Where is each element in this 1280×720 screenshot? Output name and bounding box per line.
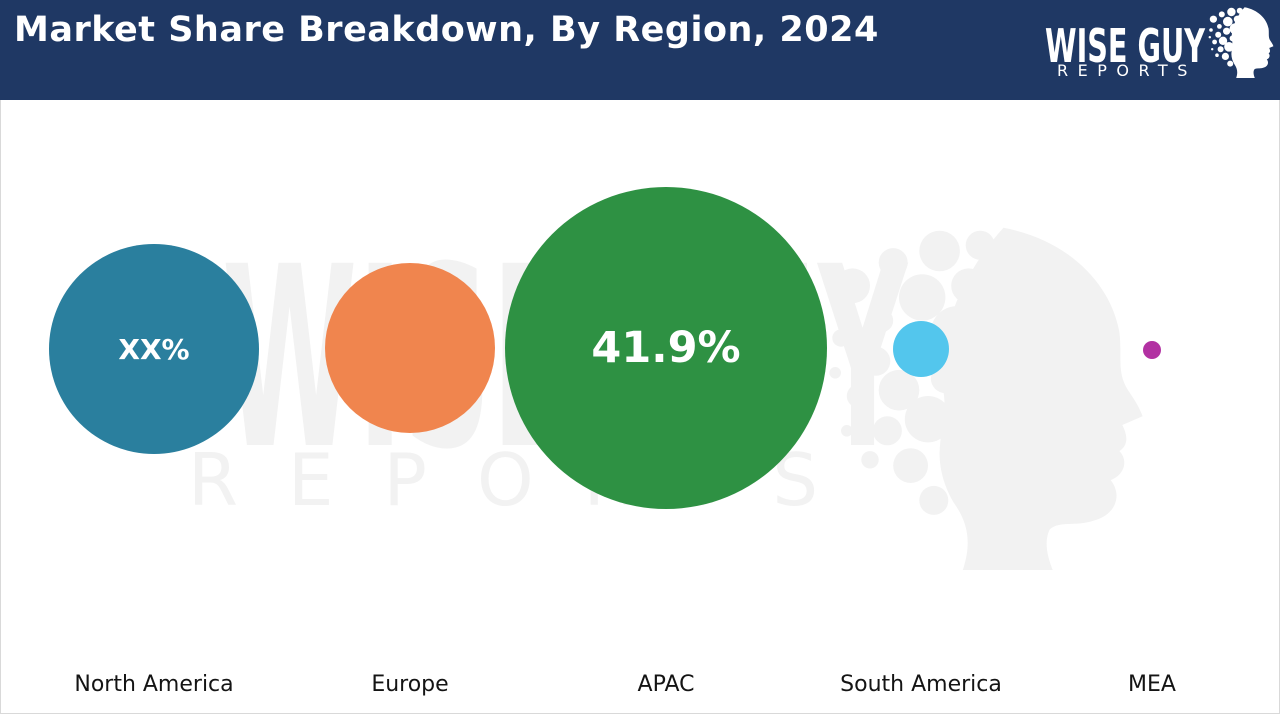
category-label-mea: MEA xyxy=(1128,672,1176,697)
category-label-north-america: North America xyxy=(74,672,234,697)
wiseguy-logo: WISE GUY REPORTS xyxy=(1045,7,1274,80)
bubble-south-america xyxy=(893,321,949,377)
page-title: Market Share Breakdown, By Region, 2024 xyxy=(14,10,879,50)
bubble-north-america: XX% xyxy=(49,244,259,454)
category-label-south-america: South America xyxy=(840,672,1002,697)
header-bar: Market Share Breakdown, By Region, 2024 … xyxy=(0,0,1280,100)
head-profile-icon xyxy=(1208,7,1274,79)
bubble-europe xyxy=(325,263,495,433)
logo-wordmark: WISE GUY xyxy=(1045,19,1205,73)
category-label-europe: Europe xyxy=(371,672,449,697)
bubble-mea xyxy=(1143,341,1161,359)
bubble-apac: 41.9% xyxy=(505,187,827,509)
logo-subtext: REPORTS xyxy=(1057,61,1197,80)
category-label-apac: APAC xyxy=(637,672,695,697)
